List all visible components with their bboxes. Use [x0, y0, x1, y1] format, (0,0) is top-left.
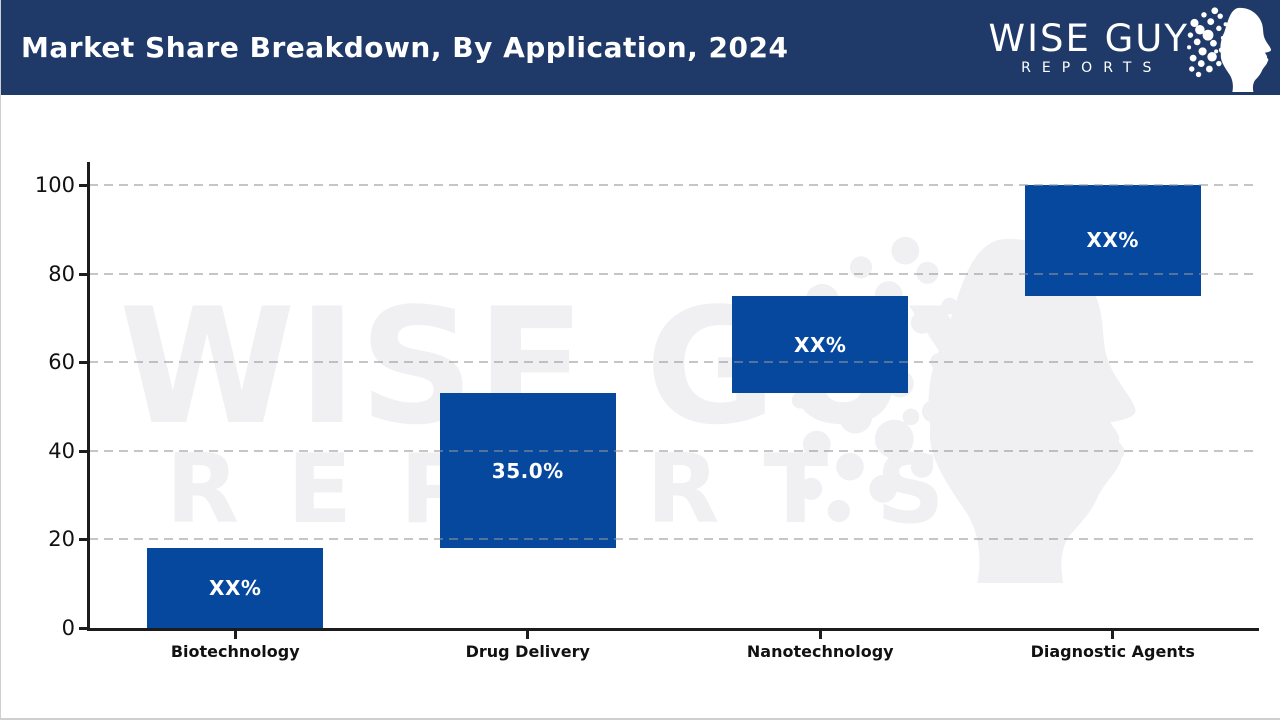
y-tick-label-40: 40 — [48, 438, 75, 463]
bar-diagnostic-agents: XX% — [1024, 185, 1201, 296]
category-label: Biotechnology — [170, 642, 300, 661]
page-title: Market Share Breakdown, By Application, … — [21, 31, 789, 64]
gridline-y40 — [89, 449, 1257, 452]
category-label: Drug Delivery — [465, 642, 590, 661]
y-tick-label-80: 80 — [48, 261, 75, 286]
x-axis — [87, 628, 1259, 631]
x-tick-2 — [818, 631, 822, 639]
bar-value-label: XX% — [794, 332, 847, 357]
x-tick-3 — [1111, 631, 1115, 639]
bar-nanotechnology: XX% — [732, 295, 909, 394]
y-tick-label-60: 60 — [48, 350, 75, 375]
bar-drug-delivery: 35.0% — [439, 393, 616, 549]
gridline-y100 — [89, 184, 1257, 187]
y-axis — [87, 162, 90, 630]
gridline-y80 — [89, 272, 1257, 275]
y-tick-label-100: 100 — [34, 173, 75, 198]
logo-wordmark: WISE GUY REPORTS — [989, 20, 1189, 76]
y-tick-60 — [79, 361, 87, 365]
logo-wordmark-line1: WISE GUY — [988, 16, 1189, 60]
bar-value-label: 35.0% — [491, 458, 564, 483]
category-label: Diagnostic Agents — [1030, 642, 1195, 661]
y-tick-40 — [79, 449, 87, 453]
y-tick-label-20: 20 — [48, 527, 75, 552]
y-tick-80 — [79, 272, 87, 276]
logo-wordmark-line2: REPORTS — [1021, 59, 1163, 76]
y-tick-20 — [79, 538, 87, 542]
category-label: Nanotechnology — [746, 642, 894, 661]
bar-value-label: XX% — [209, 576, 262, 601]
y-tick-label-0: 0 — [61, 616, 75, 640]
chart-canvas: WISE GUY REPORTS 020406080100XX%Biotechn… — [1, 95, 1280, 718]
bar-biotechnology: XX% — [147, 548, 324, 628]
y-tick-0 — [79, 627, 87, 630]
gridline-y20 — [89, 538, 1257, 541]
header: Market Share Breakdown, By Application, … — [1, 0, 1280, 95]
bar-value-label: XX% — [1086, 228, 1139, 253]
wiseguy-face-icon — [1187, 6, 1272, 92]
brand-logo: WISE GUY REPORTS — [989, 4, 1275, 92]
y-tick-100 — [79, 184, 87, 188]
gridline-y60 — [89, 361, 1257, 364]
x-tick-1 — [526, 631, 530, 639]
x-tick-0 — [233, 631, 237, 639]
